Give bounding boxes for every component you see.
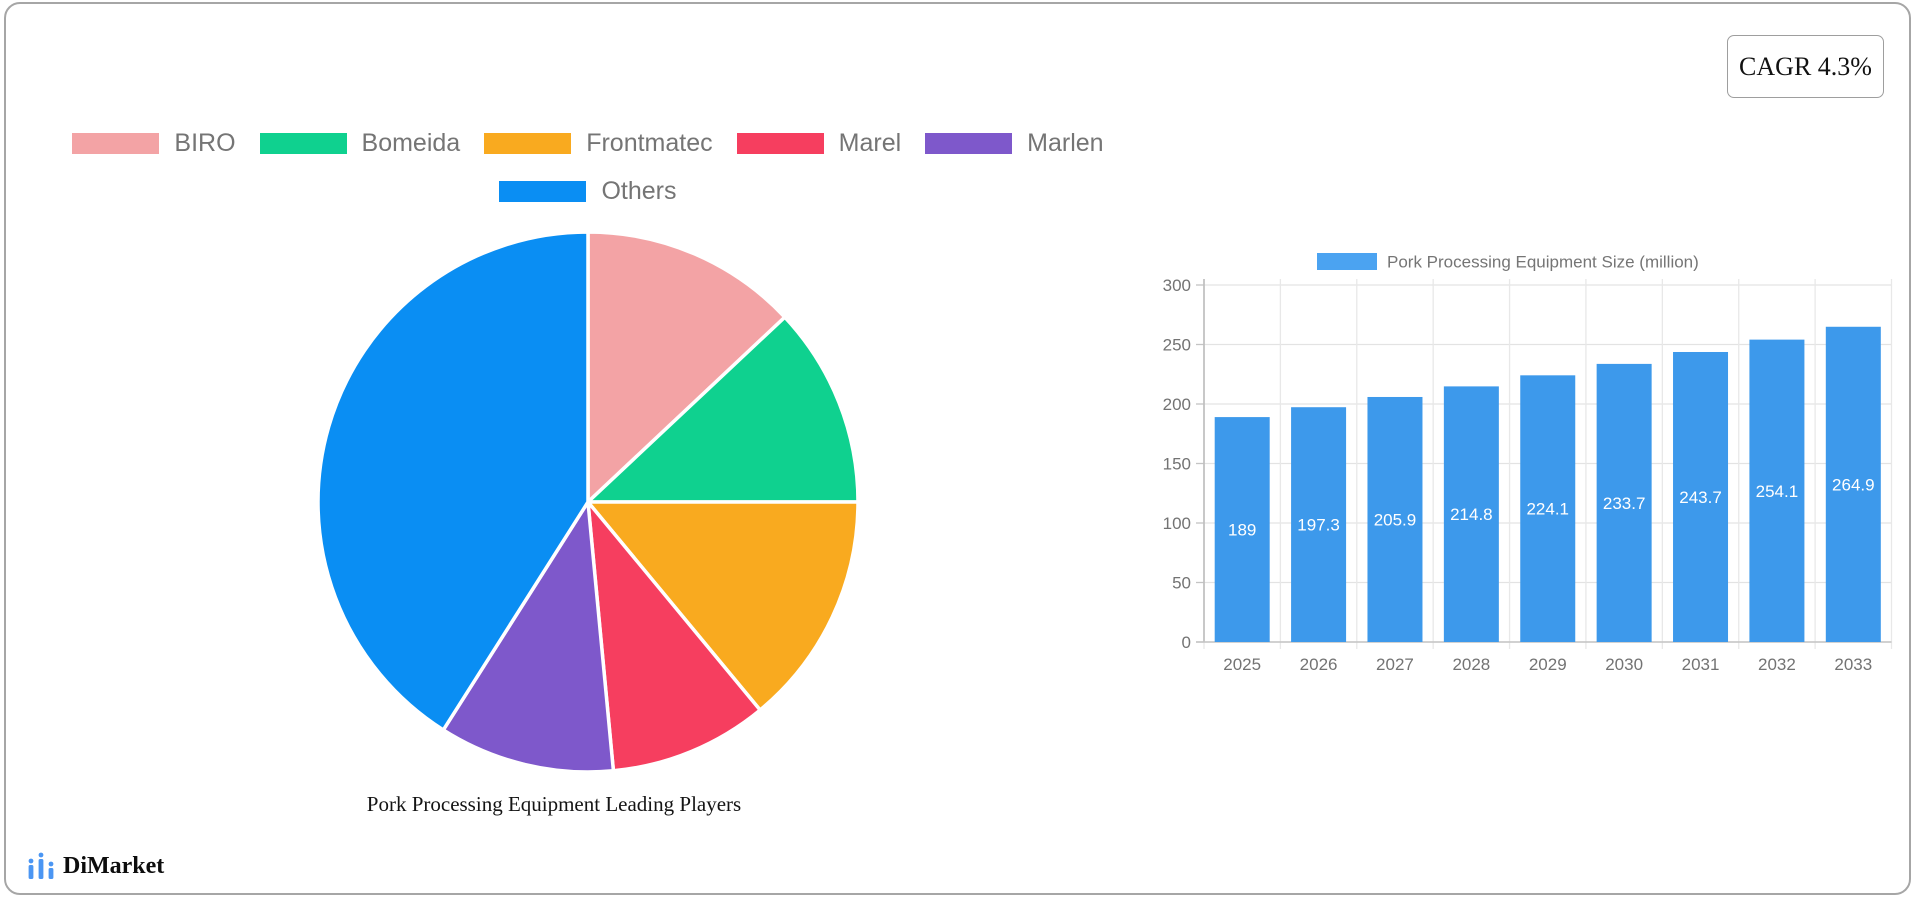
legend-swatch-marlen — [925, 132, 1013, 154]
bar-legend-label: Pork Processing Equipment Size (million) — [1387, 253, 1699, 272]
bar-2030 — [1596, 363, 1652, 642]
x-axis-label: 2033 — [1834, 655, 1872, 674]
y-axis-label: 250 — [1163, 336, 1191, 355]
bar-2026 — [1291, 407, 1347, 642]
bar-chart-logo-icon — [28, 852, 54, 879]
legend-item-marlen: Marlen — [925, 129, 1104, 157]
y-axis-label: 150 — [1163, 455, 1191, 474]
bar-chart-logo-icon-part — [28, 865, 34, 879]
bar-chart-logo-icon-part — [38, 852, 44, 858]
bar-2032 — [1749, 339, 1805, 642]
bar-chart-logo-icon-part — [48, 868, 54, 879]
pie-legend-row-1: BIRO Bomeida Frontmatec Marel Marlen — [0, 129, 1176, 157]
legend-label: Marlen — [1027, 129, 1104, 157]
legend-item-bomeida: Bomeida — [259, 129, 461, 157]
x-axis-label: 2028 — [1452, 655, 1490, 674]
cagr-badge: CAGR 4.3% — [1727, 35, 1884, 98]
bar-chart-logo-icon-part — [48, 861, 54, 867]
bar-chart: 0 50 100 150 200 250 300 189 2025 197.3 2026 205.9 2… — [1140, 240, 1920, 700]
legend-item-marel: Marel — [736, 129, 902, 157]
bar-value-label: 197.3 — [1297, 516, 1340, 535]
y-axis-label: 300 — [1163, 276, 1191, 295]
bar-value-label: 189 — [1228, 521, 1256, 540]
legend-swatch-marel — [736, 132, 824, 154]
legend-swatch-biro — [72, 132, 160, 154]
y-axis-label: 50 — [1172, 574, 1191, 593]
pie-chart-title: Pork Processing Equipment Leading Player… — [366, 792, 742, 816]
bar-legend-swatch — [1317, 253, 1377, 270]
legend-label: Others — [601, 177, 677, 205]
x-axis-label: 2029 — [1529, 655, 1567, 674]
pie-chart — [312, 226, 864, 778]
legend-swatch-frontmatec — [484, 132, 572, 154]
y-axis-label: 100 — [1163, 514, 1191, 533]
bar-value-label: 214.8 — [1450, 505, 1493, 524]
bar-value-label: 224.1 — [1526, 500, 1569, 519]
brand-logo: DiMarket — [26, 850, 164, 882]
legend-swatch-others — [499, 180, 587, 202]
cagr-badge-label: CAGR 4.3% — [1739, 51, 1872, 81]
pie-slice-marel — [586, 500, 762, 773]
y-axis-label: 0 — [1182, 633, 1191, 652]
legend-label: Frontmatec — [586, 129, 713, 157]
bar-2025 — [1214, 417, 1270, 642]
x-axis-label: 2025 — [1223, 655, 1261, 674]
legend-label: Bomeida — [361, 129, 461, 157]
bar-chart-logo-icon-part — [38, 859, 44, 879]
bar-chart-logo-icon-part — [28, 858, 34, 864]
pie-slice-marlen — [441, 500, 616, 774]
y-axis-label: 200 — [1163, 395, 1191, 414]
legend-swatch-bomeida — [259, 132, 347, 154]
legend-label: BIRO — [174, 129, 236, 157]
legend-item-others: Others — [499, 177, 677, 205]
pie-slice-frontmatec — [586, 500, 860, 712]
legend-item-frontmatec: Frontmatec — [484, 129, 713, 157]
legend-item-biro: BIRO — [72, 129, 236, 157]
pie-chart-svg — [316, 230, 860, 774]
pie-legend-row-2: Others — [0, 177, 1176, 205]
legend-label: Marel — [838, 129, 902, 157]
brand-name: DiMarket — [63, 852, 165, 879]
x-axis-label: 2032 — [1758, 655, 1796, 674]
bar-chart-svg: 0 50 100 150 200 250 300 189 2025 197.3 2026 205.9 2… — [1163, 253, 1893, 674]
pie-slice-others — [316, 230, 590, 732]
x-axis-label: 2031 — [1682, 655, 1720, 674]
x-axis-label: 2030 — [1605, 655, 1643, 674]
bar-2033 — [1825, 326, 1881, 642]
x-axis-label: 2027 — [1376, 655, 1414, 674]
bar-2029 — [1520, 375, 1576, 642]
x-axis-label: 2026 — [1300, 655, 1338, 674]
bar-value-label: 264.9 — [1832, 475, 1875, 494]
bar-value-label: 205.9 — [1374, 510, 1417, 529]
pie-slice-biro — [586, 230, 787, 504]
bar-value-label: 243.7 — [1679, 488, 1722, 507]
bar-2028 — [1443, 386, 1499, 642]
bar-2031 — [1673, 351, 1729, 642]
bar-value-label: 233.7 — [1603, 494, 1646, 513]
pie-slice-bomeida — [586, 315, 860, 504]
bar-2027 — [1367, 396, 1423, 642]
bar-value-label: 254.1 — [1756, 482, 1799, 501]
